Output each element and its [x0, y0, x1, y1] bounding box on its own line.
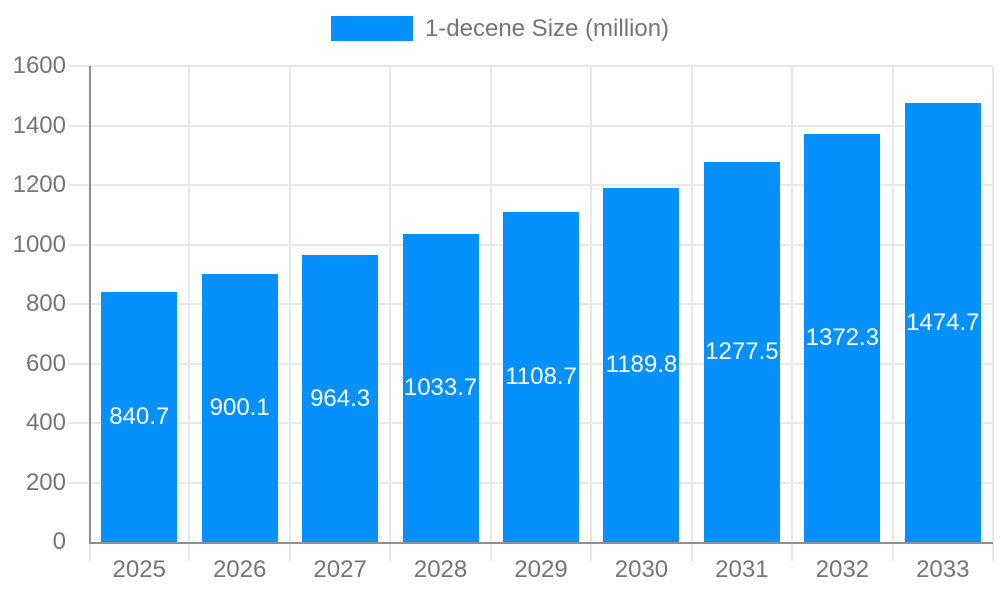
gridline-vertical — [489, 66, 492, 561]
x-axis-tick-label: 2032 — [815, 556, 870, 583]
bar-value-label: 1474.7 — [906, 308, 980, 336]
y-axis-tick-label: 1200 — [12, 171, 66, 198]
bar-2033[interactable]: 1474.7 — [904, 103, 981, 542]
y-axis-tick-label: 1400 — [12, 111, 66, 139]
y-axis-tick-label: 1000 — [12, 230, 66, 258]
legend-item[interactable]: 1-decene Size (million) — [0, 16, 1000, 41]
y-axis-tick-label: 400 — [25, 409, 66, 436]
gridline-vertical — [188, 66, 191, 561]
gridline-horizontal — [68, 124, 993, 127]
gridline-vertical — [791, 66, 794, 561]
x-axis-tick-label: 2029 — [514, 556, 568, 583]
bar-2030[interactable]: 1189.8 — [603, 188, 680, 542]
y-axis-tick-label: 200 — [25, 468, 66, 496]
gridline-vertical — [891, 66, 894, 561]
legend-swatch-icon — [330, 16, 413, 41]
gridline-vertical — [590, 66, 593, 561]
bar-2025[interactable]: 840.7 — [101, 291, 178, 542]
x-axis-tick-label: 2026 — [212, 556, 267, 583]
bar-value-label: 1189.8 — [605, 351, 678, 379]
y-axis-tick-label: 600 — [25, 349, 66, 377]
x-axis-tick-label: 2030 — [614, 556, 669, 583]
x-axis-tick-label: 2025 — [112, 556, 166, 583]
bar-value-label: 964.3 — [310, 384, 371, 412]
gridline-horizontal — [68, 65, 993, 67]
bar-value-label: 840.7 — [109, 402, 170, 430]
x-axis-tick-label: 2027 — [313, 556, 367, 583]
bar-2026[interactable]: 900.1 — [201, 274, 278, 542]
gridline-horizontal — [68, 184, 993, 186]
y-axis-tick-label: 1600 — [12, 52, 66, 79]
y-axis-line — [89, 66, 91, 542]
gridline-vertical — [992, 66, 994, 561]
x-axis-tick-label: 2033 — [916, 556, 970, 583]
x-axis-tick-label: 2028 — [413, 556, 468, 583]
gridline-vertical — [690, 66, 693, 561]
y-axis-tick-label: 800 — [25, 290, 66, 317]
bar-value-label: 1372.3 — [805, 323, 880, 351]
y-axis-tick-label: 0 — [52, 528, 66, 555]
bar-value-label: 1108.7 — [505, 363, 577, 391]
x-axis-tick-label: 2031 — [715, 556, 769, 583]
bar-2032[interactable]: 1372.3 — [804, 133, 881, 542]
legend-label: 1-decene Size (million) — [424, 15, 670, 42]
bar-value-label: 900.1 — [209, 394, 270, 422]
plot-area: 840.7 900.1 964.3 1033.7 1108.7 1189.8 1277.5 1… — [68, 65, 994, 561]
x-axis-tick — [89, 542, 91, 561]
gridline-vertical — [288, 66, 291, 561]
bar-value-label: 1033.7 — [403, 374, 478, 402]
x-axis-line — [89, 542, 993, 544]
bar-2031[interactable]: 1277.5 — [703, 161, 780, 542]
gridline-vertical — [389, 66, 392, 561]
bar-2028[interactable]: 1033.7 — [402, 234, 479, 542]
bar-2027[interactable]: 964.3 — [302, 255, 379, 542]
bar-2029[interactable]: 1108.7 — [503, 212, 579, 542]
bar-value-label: 1277.5 — [705, 337, 779, 365]
